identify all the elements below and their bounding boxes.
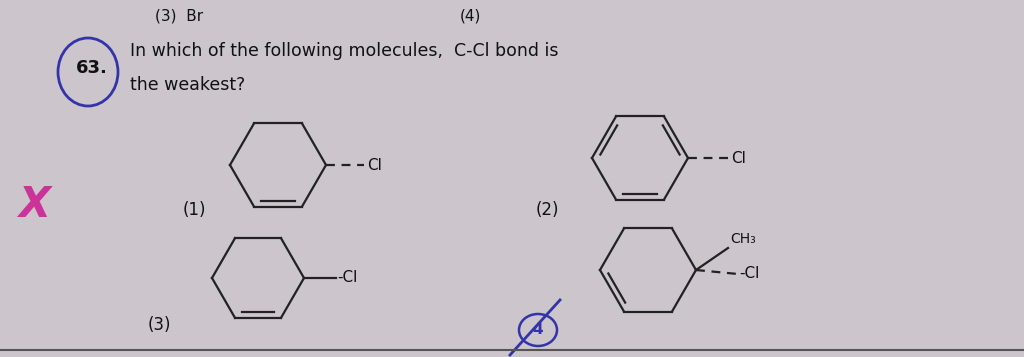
Text: CH₃: CH₃	[730, 232, 756, 246]
Text: -Cl: -Cl	[739, 266, 760, 282]
Text: -Cl: -Cl	[337, 271, 357, 286]
Text: Cl: Cl	[731, 151, 745, 166]
Text: (1): (1)	[183, 201, 207, 219]
Text: (3): (3)	[148, 316, 171, 334]
Text: (2): (2)	[536, 201, 559, 219]
Text: 63.: 63.	[76, 59, 108, 77]
Text: the weakest?: the weakest?	[130, 76, 246, 94]
Text: Cl: Cl	[367, 157, 382, 172]
Text: (4): (4)	[460, 8, 481, 23]
Text: 4: 4	[532, 322, 544, 337]
Text: X: X	[18, 184, 50, 226]
Text: (3)  Br: (3) Br	[155, 8, 203, 23]
Text: In which of the following molecules,  C-Cl bond is: In which of the following molecules, C-C…	[130, 42, 558, 60]
